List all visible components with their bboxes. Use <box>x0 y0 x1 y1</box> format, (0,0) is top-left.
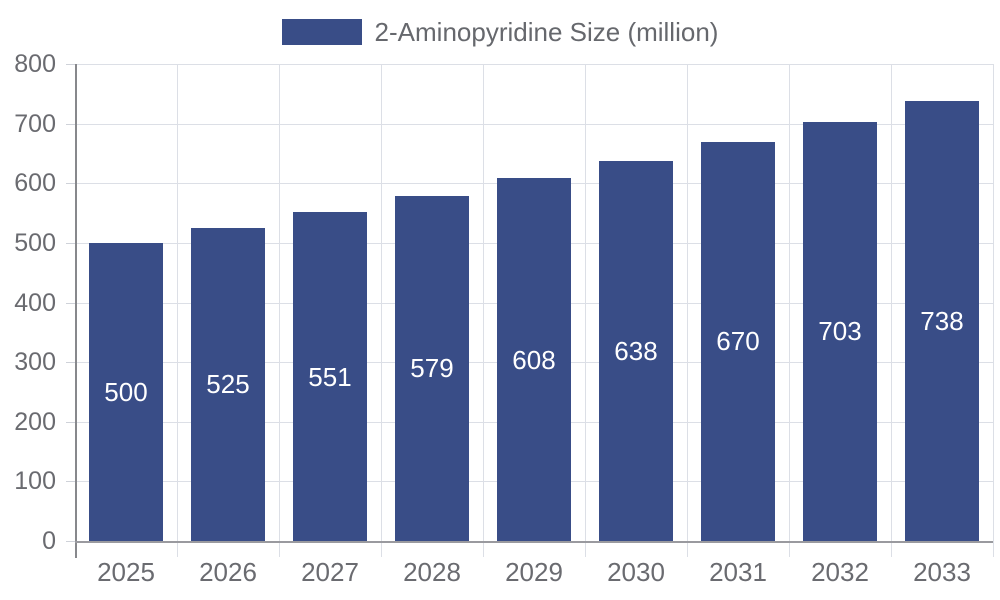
y-axis-labels: 0 100 200 300 400 500 600 700 800 <box>0 51 56 554</box>
gridline-v <box>177 64 178 557</box>
y-tick-label: 600 <box>14 169 56 198</box>
bar: 525 <box>191 227 265 541</box>
x-tick-label: 2033 <box>913 557 971 587</box>
bar: 638 <box>599 160 673 541</box>
x-tick-label: 2027 <box>301 557 359 587</box>
gridline-v <box>585 64 586 557</box>
y-axis-tick <box>66 362 75 364</box>
bar-value-label: 670 <box>716 326 760 357</box>
x-tick-label: 2025 <box>97 557 155 587</box>
x-tick-label: 2032 <box>811 557 869 587</box>
bar: 551 <box>293 212 367 541</box>
y-axis-tick <box>66 541 75 542</box>
y-tick-label: 500 <box>14 228 56 257</box>
x-tick-label: 2028 <box>403 557 461 587</box>
y-tick-label: 100 <box>14 467 56 496</box>
gridline-v <box>891 64 892 557</box>
bar-value-label: 525 <box>206 369 250 400</box>
gridline-v <box>687 64 688 557</box>
bar-value-label: 608 <box>512 344 556 375</box>
bar: 579 <box>395 195 469 541</box>
bar-value-label: 500 <box>104 376 148 407</box>
y-axis-tick <box>66 123 75 125</box>
x-tick-label: 2030 <box>607 557 665 587</box>
chart-legend: 2-Aminopyridine Size (million) <box>0 19 1000 45</box>
bar-value-label: 703 <box>818 316 862 347</box>
plot-area: 500 525 551 579 608 638 670 703 738 <box>66 64 994 558</box>
gridline-v <box>993 64 994 557</box>
y-tick-label: 400 <box>14 288 56 317</box>
gridline-v <box>483 64 484 557</box>
y-tick-label: 200 <box>14 407 56 436</box>
y-axis-tick <box>66 183 75 185</box>
bar: 608 <box>497 178 571 541</box>
y-tick-label: 800 <box>14 50 56 78</box>
bar: 703 <box>803 121 877 541</box>
bar: 500 <box>89 242 163 541</box>
x-tick-label: 2031 <box>709 557 767 587</box>
y-axis-tick <box>66 64 75 65</box>
y-tick-label: 700 <box>14 109 56 138</box>
x-axis-labels: 2025 2026 2027 2028 2029 2030 2031 2032 2033 <box>75 559 993 589</box>
y-tick-label: 300 <box>14 348 56 377</box>
y-axis-tick <box>66 421 75 423</box>
bar: 670 <box>701 141 775 541</box>
bar-value-label: 738 <box>920 305 964 336</box>
gridline-h <box>75 123 993 125</box>
legend-label: 2-Aminopyridine Size (million) <box>374 17 719 47</box>
gridline-v <box>381 64 382 557</box>
gridline-h <box>75 64 993 65</box>
y-axis-line <box>75 64 77 558</box>
y-axis-tick <box>66 481 75 483</box>
y-axis-tick <box>66 242 75 244</box>
x-tick-label: 2029 <box>505 557 563 587</box>
bar-value-label: 579 <box>410 353 454 384</box>
x-axis-line <box>75 541 993 543</box>
bar-value-label: 638 <box>614 335 658 366</box>
x-tick-label: 2026 <box>199 557 257 587</box>
y-axis-tick <box>66 302 75 304</box>
legend-swatch <box>281 19 362 45</box>
bar: 738 <box>905 100 979 541</box>
gridline-v <box>789 64 790 557</box>
y-tick-label: 0 <box>42 527 56 555</box>
gridline-v <box>279 64 280 557</box>
bar-value-label: 551 <box>308 361 352 392</box>
